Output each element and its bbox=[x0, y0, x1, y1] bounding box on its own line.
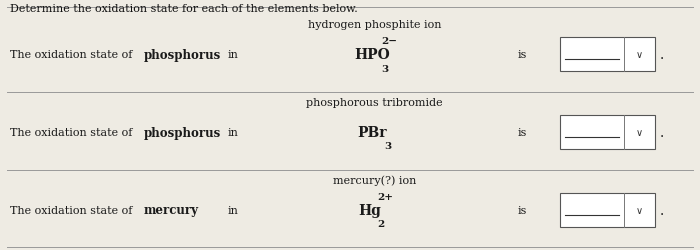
Text: is: is bbox=[518, 205, 527, 215]
Text: is: is bbox=[518, 128, 527, 138]
Text: 3: 3 bbox=[382, 64, 388, 73]
Text: ∨: ∨ bbox=[636, 128, 643, 138]
FancyBboxPatch shape bbox=[560, 193, 654, 227]
Text: Hg: Hg bbox=[358, 203, 382, 217]
Text: is: is bbox=[518, 50, 527, 60]
Text: The oxidation state of: The oxidation state of bbox=[10, 128, 133, 138]
Text: 2−: 2− bbox=[382, 37, 398, 46]
Text: phosphorus: phosphorus bbox=[144, 126, 220, 139]
Text: mercury: mercury bbox=[144, 204, 199, 216]
Text: ∨: ∨ bbox=[636, 50, 643, 60]
Text: HPO: HPO bbox=[354, 48, 390, 62]
Text: phosphorus: phosphorus bbox=[144, 48, 220, 62]
Text: Determine the oxidation state for each of the elements below.: Determine the oxidation state for each o… bbox=[10, 4, 358, 14]
Text: The oxidation state of: The oxidation state of bbox=[10, 50, 133, 60]
Text: in: in bbox=[228, 128, 239, 138]
Text: .: . bbox=[659, 126, 664, 140]
Text: 2: 2 bbox=[377, 219, 384, 228]
Text: PBr: PBr bbox=[358, 126, 387, 140]
FancyBboxPatch shape bbox=[560, 116, 654, 150]
Text: .: . bbox=[659, 48, 664, 62]
Text: The oxidation state of: The oxidation state of bbox=[10, 205, 133, 215]
Text: phosphorous tribromide: phosphorous tribromide bbox=[306, 98, 443, 108]
Text: ∨: ∨ bbox=[636, 205, 643, 215]
Text: 2+: 2+ bbox=[377, 192, 393, 201]
Text: in: in bbox=[228, 205, 239, 215]
Text: hydrogen phosphite ion: hydrogen phosphite ion bbox=[308, 20, 441, 30]
Text: mercury(?) ion: mercury(?) ion bbox=[332, 175, 416, 185]
FancyBboxPatch shape bbox=[560, 38, 654, 72]
Text: .: . bbox=[659, 203, 664, 217]
Text: 3: 3 bbox=[385, 142, 392, 151]
Text: in: in bbox=[228, 50, 239, 60]
